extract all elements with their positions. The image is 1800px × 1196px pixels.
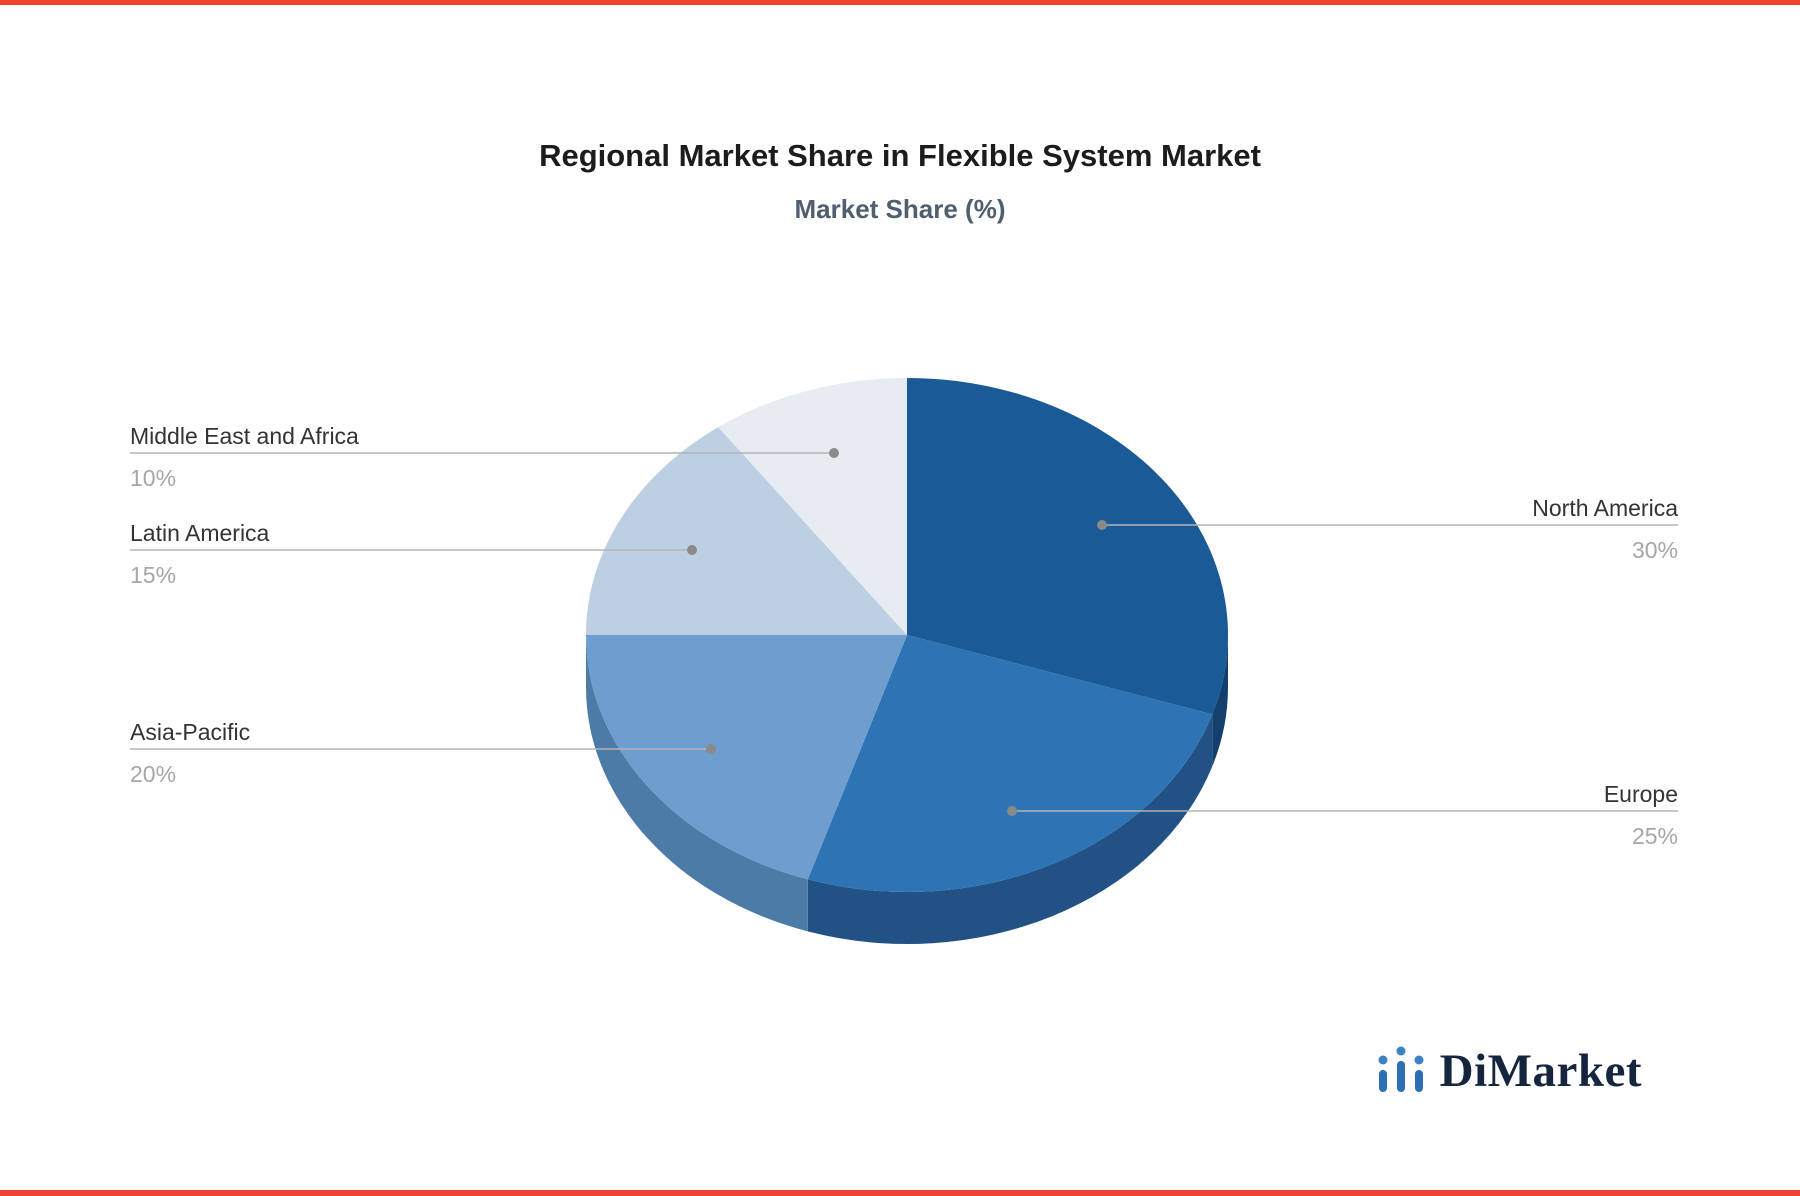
bottom-accent-bar <box>0 1190 1800 1196</box>
callout-dot <box>829 448 839 458</box>
callout-label: Europe <box>1604 781 1678 807</box>
pie-slice-north-america <box>907 378 1229 715</box>
callout-asia-pacific: Asia-Pacific 20% <box>130 719 716 787</box>
callout-north-america: North America 30% <box>1097 495 1678 563</box>
brand-logo-text: DiMarket <box>1439 1045 1642 1097</box>
callout-dot <box>1097 520 1107 530</box>
brand-logo: DiMarket <box>1374 1040 1642 1102</box>
pie-slice-europe <box>807 714 1213 944</box>
callout-label: North America <box>1532 495 1678 521</box>
callout-latin-america: Latin America 15% <box>130 520 697 588</box>
callout-label: Middle East and Africa <box>130 423 359 449</box>
chart-title: Regional Market Share in Flexible System… <box>539 138 1261 173</box>
callout-value: 15% <box>130 562 176 588</box>
callout-europe: Europe 25% <box>1007 781 1678 849</box>
callout-value: 10% <box>130 465 176 491</box>
bar-chart-dots-icon <box>1378 1046 1424 1092</box>
callout-value: 25% <box>1632 823 1678 849</box>
callout-label: Asia-Pacific <box>130 719 250 745</box>
callout-value: 30% <box>1632 537 1678 563</box>
callout-middle-east-and-africa: Middle East and Africa 10% <box>130 423 839 491</box>
callout-dot <box>706 744 716 754</box>
pie-slice-north-america <box>1212 635 1228 767</box>
chart-subtitle: Market Share (%) <box>794 194 1006 224</box>
pie-slice-latin-america <box>586 427 907 635</box>
callout-label: Latin America <box>130 520 270 546</box>
top-accent-bar <box>0 0 1800 5</box>
callout-value: 20% <box>130 761 176 787</box>
pie-slice-europe <box>807 635 1213 892</box>
pie-slice-middle-east-and-africa <box>718 378 907 635</box>
pie-slices <box>586 378 1229 944</box>
pie-slice-asia-pacific <box>586 635 808 932</box>
callout-dot <box>687 545 697 555</box>
callout-dot <box>1007 806 1017 816</box>
pie-slice-asia-pacific <box>586 635 907 880</box>
